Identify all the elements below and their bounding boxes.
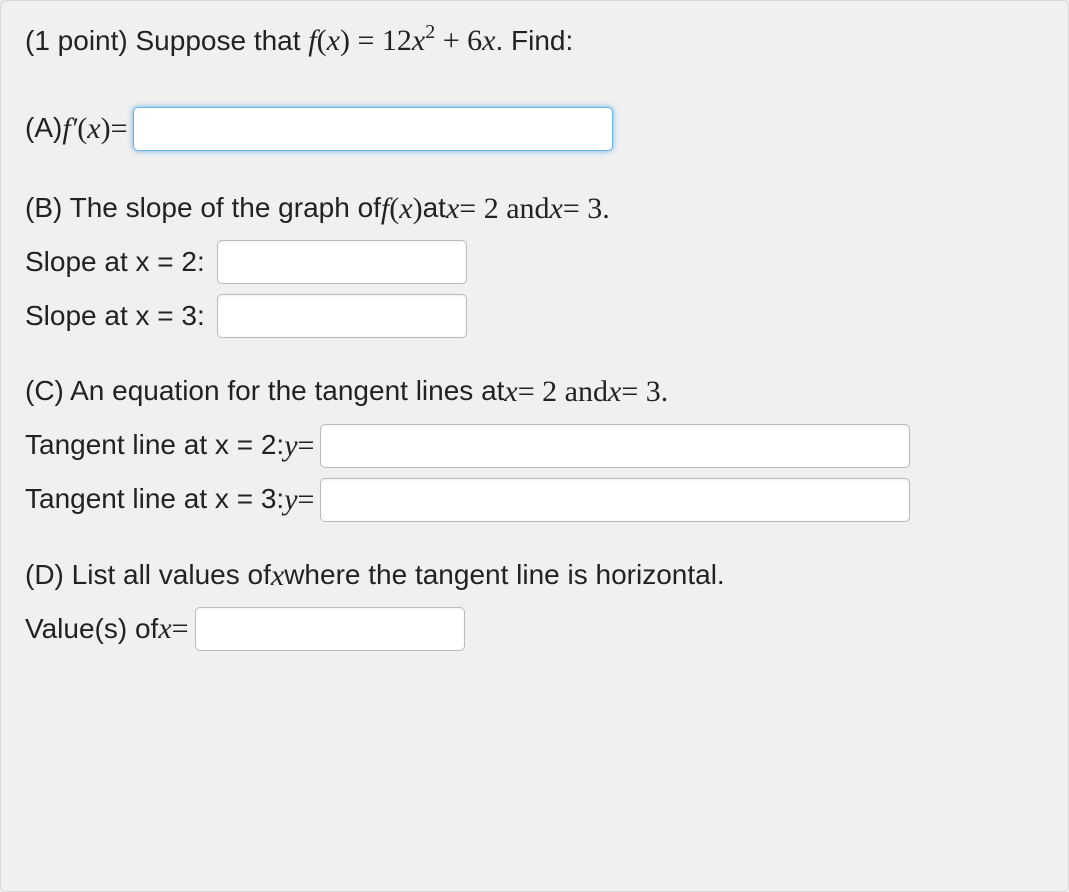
values-label-pre: Value(s) of xyxy=(25,609,158,650)
part-c-x2: x xyxy=(608,370,621,414)
part-a-f: f xyxy=(62,107,70,151)
intro-text: (1 point) Suppose that xyxy=(25,25,308,56)
tangent-at-3-input[interactable] xyxy=(320,478,910,522)
horizontal-values-input[interactable] xyxy=(195,607,465,651)
part-b-at: at xyxy=(423,188,446,229)
tangent-3-y: y xyxy=(284,478,297,522)
tangent-at-2-input[interactable] xyxy=(320,424,910,468)
intro-fx-arg: (x) xyxy=(317,24,350,57)
part-c-eq2: = 2 and xyxy=(518,370,608,414)
part-b: (B) The slope of the graph of f(x) at x … xyxy=(25,187,1044,339)
part-d-heading-suf: where the tangent line is horizontal. xyxy=(284,555,725,596)
part-a-label: (A) xyxy=(25,108,62,149)
slope-at-2-input[interactable] xyxy=(217,240,467,284)
part-a-eq: = xyxy=(111,107,128,151)
derivative-input[interactable] xyxy=(133,107,613,151)
part-b-f: f xyxy=(381,187,389,231)
intro-f: f xyxy=(308,24,316,57)
intro-eq: = 12 xyxy=(350,24,412,57)
part-a-arg: (x) xyxy=(77,107,110,151)
part-b-eq3: = 3. xyxy=(563,187,610,231)
intro-x1: x xyxy=(412,24,425,57)
intro-sq: 2 xyxy=(425,21,435,43)
problem-intro: (1 point) Suppose that f(x) = 12x2 + 6x.… xyxy=(25,19,1044,63)
part-d: (D) List all values of x where the tange… xyxy=(25,554,1044,652)
slope-at-2-label: Slope at x = 2: xyxy=(25,242,205,283)
part-a: (A) f ′(x) = xyxy=(25,107,1044,151)
part-b-x2: x xyxy=(550,187,563,231)
part-c: (C) An equation for the tangent lines at… xyxy=(25,370,1044,522)
intro-x2: x xyxy=(482,24,495,57)
part-d-x: x xyxy=(271,554,284,598)
tangent-2-label: Tangent line at x = 2: xyxy=(25,425,284,466)
tangent-3-label: Tangent line at x = 3: xyxy=(25,479,284,520)
part-b-heading-pre: (B) The slope of the graph of xyxy=(25,188,381,229)
slope-at-3-label: Slope at x = 3: xyxy=(25,296,205,337)
slope-at-3-input[interactable] xyxy=(217,294,467,338)
part-d-heading-pre: (D) List all values of xyxy=(25,555,271,596)
intro-find: . Find: xyxy=(495,25,573,56)
problem-container: (1 point) Suppose that f(x) = 12x2 + 6x.… xyxy=(0,0,1069,892)
values-x: x xyxy=(158,607,171,651)
tangent-3-eq: = xyxy=(298,478,315,522)
part-c-x1: x xyxy=(504,370,517,414)
tangent-2-y: y xyxy=(284,424,297,468)
part-b-arg: (x) xyxy=(389,187,422,231)
values-eq: = xyxy=(172,607,189,651)
part-c-eq3: = 3. xyxy=(621,370,668,414)
part-c-heading-pre: (C) An equation for the tangent lines at xyxy=(25,371,504,412)
part-b-x1: x xyxy=(446,187,459,231)
tangent-2-eq: = xyxy=(298,424,315,468)
intro-plus: + 6 xyxy=(435,24,482,57)
part-b-eq2: = 2 and xyxy=(459,187,549,231)
